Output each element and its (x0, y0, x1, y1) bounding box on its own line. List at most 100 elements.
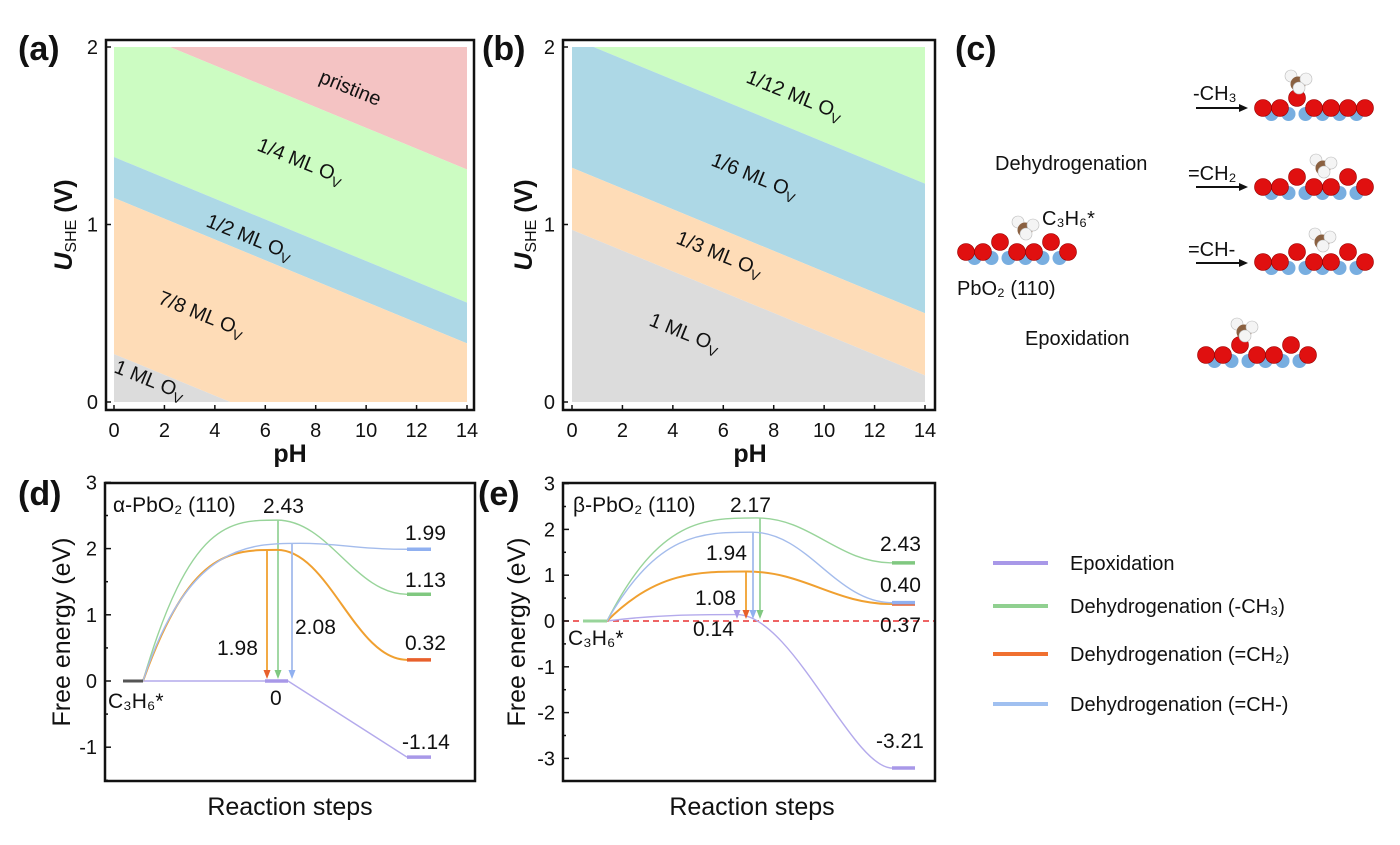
o-atom (1254, 178, 1272, 196)
o-atom (1288, 168, 1306, 186)
barrier-arrowhead (733, 610, 741, 619)
barrier-label-ch2: 1.08 (695, 587, 736, 610)
y-axis-title: USHE (V) (50, 179, 80, 270)
o-atom (1265, 346, 1283, 364)
x-tick-label: 6 (260, 420, 271, 442)
free-energy-diagram-d: -1 0 1 2 3 α-PbO₂ (110) 2.43 1.98 2.08 0 1.9… (48, 472, 477, 821)
h-atom (1292, 81, 1306, 95)
final-label-epox: -3.21 (876, 730, 924, 753)
x-tick-label: 8 (310, 420, 321, 442)
o-atom (1271, 99, 1289, 117)
y-tick-label: 2 (544, 519, 555, 541)
barrier-label-epox: 0.14 (693, 618, 734, 641)
arrow-ch (1196, 259, 1248, 267)
o-atom (1025, 243, 1043, 261)
h-atom (1324, 156, 1338, 170)
energy-profile-line (142, 548, 408, 682)
barrier-arrowhead (756, 610, 764, 619)
initial-state-label: C₃H₆* (108, 690, 164, 713)
y-tick-label: 3 (86, 472, 97, 494)
barrier-label-ch3: 2.43 (263, 495, 304, 518)
x-tick-label: 14 (456, 420, 478, 442)
x-axis-title: Reaction steps (669, 793, 834, 821)
plot-frame (103, 481, 477, 783)
y-tick-label: 2 (86, 539, 97, 561)
x-tick-label: 2 (617, 420, 628, 442)
phase-region (593, 47, 925, 184)
barrier-label-ch: 2.08 (295, 616, 336, 639)
y-tick-label: 0 (544, 611, 555, 633)
o-atom (1339, 168, 1357, 186)
barrier-label-epox: 0 (270, 687, 282, 710)
h-atom (1019, 227, 1033, 241)
final-label-ch2: 0.37 (880, 614, 921, 637)
x-tick-label: 8 (768, 420, 779, 442)
o-atom (991, 233, 1009, 251)
o-atom (1008, 243, 1026, 261)
x-tick-label: 2 (159, 420, 170, 442)
surface-title: α-PbO₂ (110) (113, 494, 236, 517)
o-atom (1197, 346, 1215, 364)
panel-label-e: (e) (478, 475, 520, 513)
o-atom (1339, 243, 1357, 261)
y-tick-label: 3 (544, 474, 555, 496)
h-atom (1026, 218, 1040, 232)
barrier-label-ch: 1.94 (706, 542, 747, 565)
y-tick-label: 0 (544, 392, 555, 414)
energy-profile-line (142, 519, 408, 682)
y-tick-label: 1 (544, 565, 555, 587)
free-energy-diagram-e: -3 -2 -1 0 1 2 3 β-PbO₂ (110) 2.17 1.94 1.08 0… (503, 474, 937, 821)
o-atom (1214, 346, 1232, 364)
surface-title: β-PbO₂ (110) (573, 494, 696, 517)
x-tick-label: 4 (209, 420, 220, 442)
phase-region (114, 47, 467, 303)
epoxidation-label: Epoxidation (1025, 328, 1130, 350)
x-tick-label: 12 (863, 420, 885, 442)
legend-item-ch3: Dehydrogenation (-CH₃) (993, 596, 1285, 618)
pbo2-slab-model (1254, 227, 1374, 275)
legend-label: Dehydrogenation (=CH-) (1070, 694, 1288, 716)
final-label-ch: 0.40 (880, 574, 921, 597)
x-tick-label: 0 (566, 420, 577, 442)
y-tick-label: -1 (537, 657, 555, 679)
y-tick-label: 2 (544, 37, 555, 59)
arrow-ch3 (1196, 104, 1248, 112)
final-label-ch: 1.99 (405, 522, 446, 545)
o-atom (1282, 336, 1300, 354)
y-axis-title: USHE (V) (510, 179, 540, 270)
legend-item-ch: Dehydrogenation (=CH-) (993, 694, 1288, 716)
y-tick-label: -1 (79, 737, 97, 759)
pbo2-slab-model (1254, 153, 1374, 200)
panel-label-b: (b) (482, 30, 525, 68)
legend: Epoxidation Dehydrogenation (-CH₃) Dehyd… (993, 553, 1290, 716)
final-label-ch2: 0.32 (405, 632, 446, 655)
barrier-arrowhead (274, 670, 282, 679)
panel-label-d: (d) (18, 475, 61, 513)
energy-profile-line (606, 613, 893, 769)
phase-region (572, 167, 925, 376)
o-atom (1288, 243, 1306, 261)
final-label-ch3: 1.13 (405, 569, 446, 592)
o-atom (1356, 253, 1374, 271)
y-axis-title: Free energy (eV) (48, 538, 76, 727)
y-tick-label: 1 (87, 215, 98, 237)
h-atom (1238, 329, 1252, 343)
barrier-label-ch2: 1.98 (217, 637, 258, 660)
y-tick-label: -2 (537, 703, 555, 725)
legend-item-epoxidation: Epoxidation (993, 553, 1175, 575)
h-atom (1317, 165, 1331, 179)
arrow-ch2 (1196, 183, 1248, 191)
o-atom (1248, 346, 1266, 364)
energy-profile-line (606, 531, 893, 622)
h-atom (1245, 320, 1259, 334)
x-tick-label: 14 (914, 420, 936, 442)
h-atom (1299, 72, 1313, 86)
o-atom (1271, 253, 1289, 271)
y-tick-label: 1 (544, 215, 555, 237)
x-tick-label: 0 (108, 420, 119, 442)
x-axis-title: pH (733, 440, 766, 468)
route-label-ch: =CH- (1188, 239, 1235, 261)
o-atom (1042, 233, 1060, 251)
